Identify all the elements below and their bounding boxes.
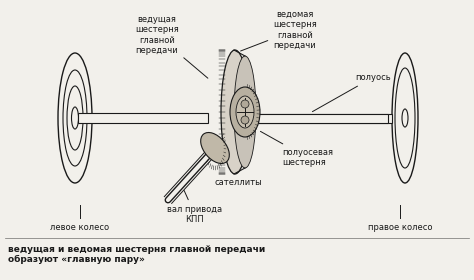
Ellipse shape bbox=[234, 56, 256, 168]
Text: вал привода
КПП: вал привода КПП bbox=[167, 190, 223, 224]
Text: ведущая
шестерня
главной
передачи: ведущая шестерня главной передачи bbox=[135, 15, 208, 78]
Text: правое колесо: правое колесо bbox=[368, 223, 432, 232]
Ellipse shape bbox=[395, 68, 415, 168]
Text: полуось: полуось bbox=[312, 73, 391, 112]
Ellipse shape bbox=[236, 96, 254, 128]
Ellipse shape bbox=[72, 107, 79, 129]
Ellipse shape bbox=[230, 87, 260, 137]
Bar bbox=[240, 114, 392, 123]
Bar bbox=[78, 113, 208, 123]
Bar bbox=[258, 114, 388, 123]
Text: сателлиты: сателлиты bbox=[214, 155, 262, 187]
Ellipse shape bbox=[63, 70, 87, 166]
Ellipse shape bbox=[67, 86, 83, 150]
Ellipse shape bbox=[201, 132, 229, 164]
Text: ведомая
шестерня
главной
передачи: ведомая шестерня главной передачи bbox=[241, 10, 317, 51]
Ellipse shape bbox=[402, 109, 408, 127]
Text: полуосевая
шестерня: полуосевая шестерня bbox=[260, 131, 333, 167]
Ellipse shape bbox=[241, 100, 249, 108]
Text: левое колесо: левое колесо bbox=[50, 223, 109, 232]
Ellipse shape bbox=[241, 116, 249, 124]
Text: ведущая и ведомая шестерня главной передачи
образуют «главную пару»: ведущая и ведомая шестерня главной перед… bbox=[8, 245, 265, 265]
Ellipse shape bbox=[221, 50, 249, 174]
